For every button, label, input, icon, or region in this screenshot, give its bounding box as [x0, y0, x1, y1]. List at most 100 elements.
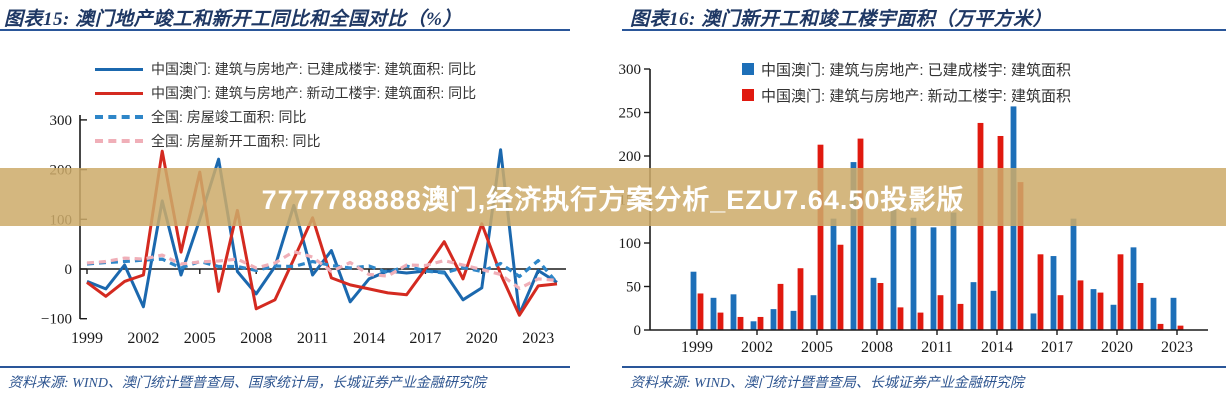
- bar-new-2000: [717, 312, 724, 330]
- right-title-underline: [622, 29, 1226, 31]
- legend-item: 中国澳门: 建筑与房地产: 新动工楼宇: 建筑面积: 同比: [95, 84, 476, 102]
- x-axis-year-label: 2002: [127, 330, 159, 347]
- y-axis-tick-label: 0: [634, 323, 642, 339]
- blue-square-swatch: [742, 63, 754, 75]
- left-source-note: 资料来源: WIND、澳门统计暨普查局、国家统计局，长城证券产业金融研究院: [8, 376, 486, 391]
- legend-label: 中国澳门: 建筑与房地产: 已建成楼宇: 建筑面积: [761, 61, 1072, 79]
- bar-completed-2004: [790, 310, 797, 330]
- bar-new-2006: [837, 244, 844, 330]
- x-axis-year-label: 2008: [240, 330, 272, 347]
- x-axis-year-label: 2014: [353, 330, 385, 347]
- x-axis-year-label: 2008: [861, 339, 893, 356]
- right-bar-chart: 0501001502002503001999200220052008201120…: [619, 62, 1208, 356]
- legend-label: 中国澳门: 建筑与房地产: 新动工楼宇: 建筑面积: [761, 87, 1072, 105]
- bar-completed-2008: [870, 277, 877, 330]
- y-axis-tick-label: 300: [619, 62, 642, 78]
- right-chart-title: 图表16: 澳门新开工和竣工楼宇面积（万平方米）: [630, 9, 1053, 30]
- right-chart-legend: 中国澳门: 建筑与房地产: 已建成楼宇: 建筑面积 中国澳门: 建筑与房地产: …: [742, 60, 1072, 105]
- bar-new-2020: [1117, 254, 1124, 330]
- x-axis-year-label: 1999: [681, 339, 713, 356]
- bar-completed-2000: [710, 297, 717, 330]
- bar-completed-2016: [1030, 313, 1037, 330]
- x-axis-year-label: 2011: [921, 339, 952, 356]
- legend-label: 全国: 房屋竣工面积: 同比: [151, 109, 307, 125]
- legend-item: 中国澳门: 建筑与房地产: 新动工楼宇: 建筑面积: [742, 86, 1072, 105]
- watermark-text: 7777788888澳门,经济执行方案分析_EZU7.64.50投影版: [261, 184, 965, 215]
- x-axis-year-label: 2005: [801, 339, 833, 356]
- x-axis-year-label: 2014: [981, 339, 1013, 356]
- y-axis-tick-label: 100: [619, 236, 642, 252]
- bar-completed-2013: [970, 282, 977, 330]
- legend-label: 全国: 房屋新开工面积: 同比: [151, 133, 321, 149]
- y-axis-tick-label: 300: [50, 113, 73, 129]
- bar-new-2013: [977, 122, 984, 330]
- bar-new-2021: [1137, 283, 1144, 330]
- solid-blue-line-swatch: [95, 67, 143, 71]
- legend-item: 全国: 房屋新开工面积: 同比: [95, 132, 476, 150]
- bar-new-2023: [1177, 325, 1184, 330]
- dashed-blue-line-swatch: [95, 115, 143, 119]
- x-axis-year-label: 2020: [1101, 339, 1133, 356]
- bar-completed-2023: [1170, 297, 1177, 330]
- legend-item: 中国澳门: 建筑与房地产: 已建成楼宇: 建筑面积: [742, 60, 1072, 79]
- bar-new-2011: [937, 295, 944, 330]
- legend-item: 中国澳门: 建筑与房地产: 已建成楼宇: 建筑面积: 同比: [95, 60, 476, 78]
- bar-completed-2018: [1070, 218, 1077, 330]
- y-axis-tick-label: 0: [65, 262, 73, 278]
- bar-completed-2007: [850, 162, 857, 330]
- left-title-underline: [0, 29, 570, 31]
- y-axis-tick-label: 250: [619, 106, 642, 122]
- y-axis-tick-label: 50: [626, 280, 641, 296]
- left-footer-rule: [0, 366, 570, 368]
- bar-completed-1999: [690, 271, 697, 330]
- bar-new-2016: [1037, 254, 1044, 330]
- legend-label: 中国澳门: 建筑与房地产: 已建成楼宇: 建筑面积: 同比: [151, 61, 477, 77]
- x-axis-year-label: 2023: [1161, 339, 1193, 356]
- bar-new-2001: [737, 316, 744, 330]
- bar-completed-2020: [1110, 304, 1117, 330]
- bar-completed-2002: [750, 321, 757, 330]
- bar-completed-2010: [910, 217, 917, 330]
- bar-completed-2006: [830, 218, 837, 330]
- left-chart-legend: 中国澳门: 建筑与房地产: 已建成楼宇: 建筑面积: 同比 中国澳门: 建筑与房…: [95, 60, 476, 150]
- bar-new-2014: [997, 135, 1004, 330]
- bar-new-2019: [1097, 292, 1104, 330]
- bar-new-2022: [1157, 323, 1164, 330]
- x-axis-year-label: 2011: [297, 330, 328, 347]
- bar-completed-2017: [1050, 256, 1057, 330]
- bar-new-2007: [857, 138, 864, 330]
- legend-label: 中国澳门: 建筑与房地产: 新动工楼宇: 建筑面积: 同比: [151, 85, 477, 101]
- x-axis-year-label: 2020: [466, 330, 498, 347]
- x-axis-year-label: 2002: [741, 339, 773, 356]
- bar-completed-2012: [950, 212, 957, 330]
- x-axis-year-label: 2017: [1041, 339, 1073, 356]
- bar-new-1999: [697, 293, 704, 330]
- red-square-swatch: [742, 89, 754, 101]
- x-axis-year-label: 1999: [71, 330, 103, 347]
- bar-completed-2009: [890, 208, 897, 330]
- right-footer-rule: [622, 366, 1226, 368]
- bar-completed-2003: [770, 309, 777, 330]
- bar-completed-2021: [1130, 247, 1137, 330]
- bar-completed-2011: [930, 227, 937, 330]
- bar-completed-2014: [990, 290, 997, 330]
- x-axis-year-label: 2023: [522, 330, 554, 347]
- bar-completed-2001: [730, 294, 737, 330]
- bar-new-2018: [1077, 280, 1084, 330]
- y-axis-tick-label: 200: [619, 149, 642, 165]
- bar-new-2005: [817, 144, 824, 330]
- bar-completed-2005: [810, 295, 817, 330]
- dashed-pink-line-swatch: [95, 139, 143, 143]
- bar-new-2004: [797, 268, 804, 330]
- bar-new-2017: [1057, 295, 1064, 330]
- x-axis-year-label: 2017: [409, 330, 441, 347]
- bar-completed-2022: [1150, 297, 1157, 330]
- bar-completed-2019: [1090, 289, 1097, 330]
- bar-new-2002: [757, 316, 764, 330]
- watermark-banner: 7777788888澳门,经济执行方案分析_EZU7.64.50投影版: [0, 168, 1226, 226]
- right-source-note: 资料来源: WIND、澳门统计暨普查局、长城证券产业金融研究院: [630, 376, 1024, 391]
- bar-new-2008: [877, 283, 884, 330]
- solid-red-line-swatch: [95, 91, 143, 95]
- y-axis-tick-label: −100: [41, 312, 72, 328]
